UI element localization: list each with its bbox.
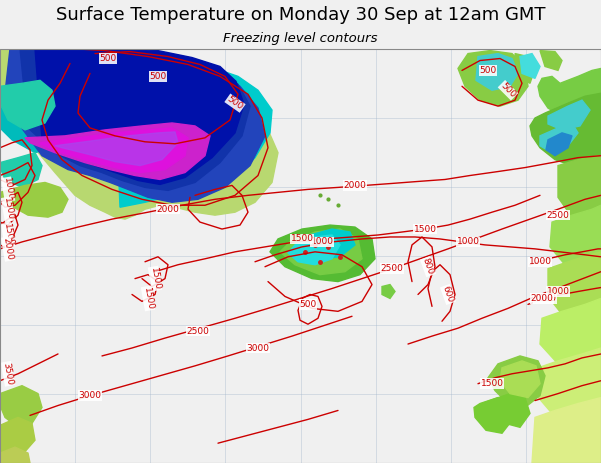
Polygon shape bbox=[550, 205, 601, 272]
Polygon shape bbox=[35, 49, 244, 184]
Polygon shape bbox=[500, 361, 540, 398]
Polygon shape bbox=[0, 49, 278, 219]
Text: 1000: 1000 bbox=[2, 177, 14, 201]
Polygon shape bbox=[305, 229, 355, 259]
Text: 3000: 3000 bbox=[246, 344, 269, 352]
Text: 1000: 1000 bbox=[534, 294, 557, 303]
Polygon shape bbox=[0, 81, 55, 130]
Polygon shape bbox=[0, 418, 35, 460]
Polygon shape bbox=[25, 123, 210, 180]
Text: 1000: 1000 bbox=[546, 287, 570, 296]
Text: 3000: 3000 bbox=[79, 391, 102, 400]
Polygon shape bbox=[5, 49, 265, 202]
Text: 600: 600 bbox=[441, 285, 455, 304]
Text: 2500: 2500 bbox=[546, 211, 569, 219]
Polygon shape bbox=[548, 100, 590, 130]
Polygon shape bbox=[540, 123, 578, 153]
Polygon shape bbox=[532, 398, 601, 463]
Polygon shape bbox=[458, 50, 528, 106]
Text: 500: 500 bbox=[480, 66, 496, 75]
Text: 500: 500 bbox=[299, 300, 317, 309]
Polygon shape bbox=[382, 285, 395, 299]
Polygon shape bbox=[515, 54, 535, 83]
Text: 3500: 3500 bbox=[2, 362, 14, 386]
Polygon shape bbox=[280, 229, 362, 275]
Text: 1500: 1500 bbox=[481, 379, 504, 388]
Polygon shape bbox=[474, 398, 512, 433]
Polygon shape bbox=[540, 299, 601, 371]
Text: 1000: 1000 bbox=[311, 238, 334, 246]
Polygon shape bbox=[520, 54, 540, 78]
Polygon shape bbox=[55, 132, 178, 166]
Polygon shape bbox=[0, 447, 30, 463]
Polygon shape bbox=[0, 386, 42, 427]
Text: 2500: 2500 bbox=[186, 327, 209, 336]
Polygon shape bbox=[0, 182, 68, 217]
Text: 500: 500 bbox=[499, 81, 517, 100]
Polygon shape bbox=[558, 156, 601, 225]
Text: 1500: 1500 bbox=[413, 225, 436, 233]
Text: 2000: 2000 bbox=[344, 181, 367, 190]
Polygon shape bbox=[548, 252, 601, 321]
Text: 1500: 1500 bbox=[142, 286, 154, 311]
Polygon shape bbox=[270, 225, 375, 282]
Text: 500: 500 bbox=[225, 94, 245, 112]
Text: 1000: 1000 bbox=[528, 257, 552, 266]
Text: 2000: 2000 bbox=[157, 205, 180, 214]
Text: 2000: 2000 bbox=[2, 237, 14, 261]
Polygon shape bbox=[118, 67, 272, 207]
Text: 2500: 2500 bbox=[380, 264, 403, 273]
Text: 1500: 1500 bbox=[2, 223, 14, 247]
Polygon shape bbox=[530, 93, 601, 168]
Text: Freezing level contours: Freezing level contours bbox=[223, 32, 378, 45]
Polygon shape bbox=[540, 50, 562, 70]
Polygon shape bbox=[40, 128, 188, 173]
Text: 500: 500 bbox=[99, 54, 117, 63]
Text: 1500: 1500 bbox=[290, 234, 314, 244]
Text: 500: 500 bbox=[150, 72, 166, 81]
Text: 1500: 1500 bbox=[2, 197, 14, 221]
Polygon shape bbox=[546, 133, 572, 156]
Polygon shape bbox=[0, 96, 72, 153]
Polygon shape bbox=[288, 235, 340, 265]
Polygon shape bbox=[476, 54, 518, 90]
Polygon shape bbox=[0, 153, 42, 188]
Text: 1500: 1500 bbox=[148, 267, 162, 291]
Polygon shape bbox=[488, 356, 545, 407]
Text: Surface Temperature on Monday 30 Sep at 12am GMT: Surface Temperature on Monday 30 Sep at … bbox=[56, 6, 545, 24]
Text: 800: 800 bbox=[421, 257, 435, 276]
Polygon shape bbox=[538, 69, 601, 118]
Polygon shape bbox=[482, 394, 530, 427]
Text: 2000: 2000 bbox=[531, 294, 554, 303]
Text: 1000: 1000 bbox=[457, 238, 480, 246]
Polygon shape bbox=[535, 348, 601, 420]
Polygon shape bbox=[20, 49, 250, 190]
